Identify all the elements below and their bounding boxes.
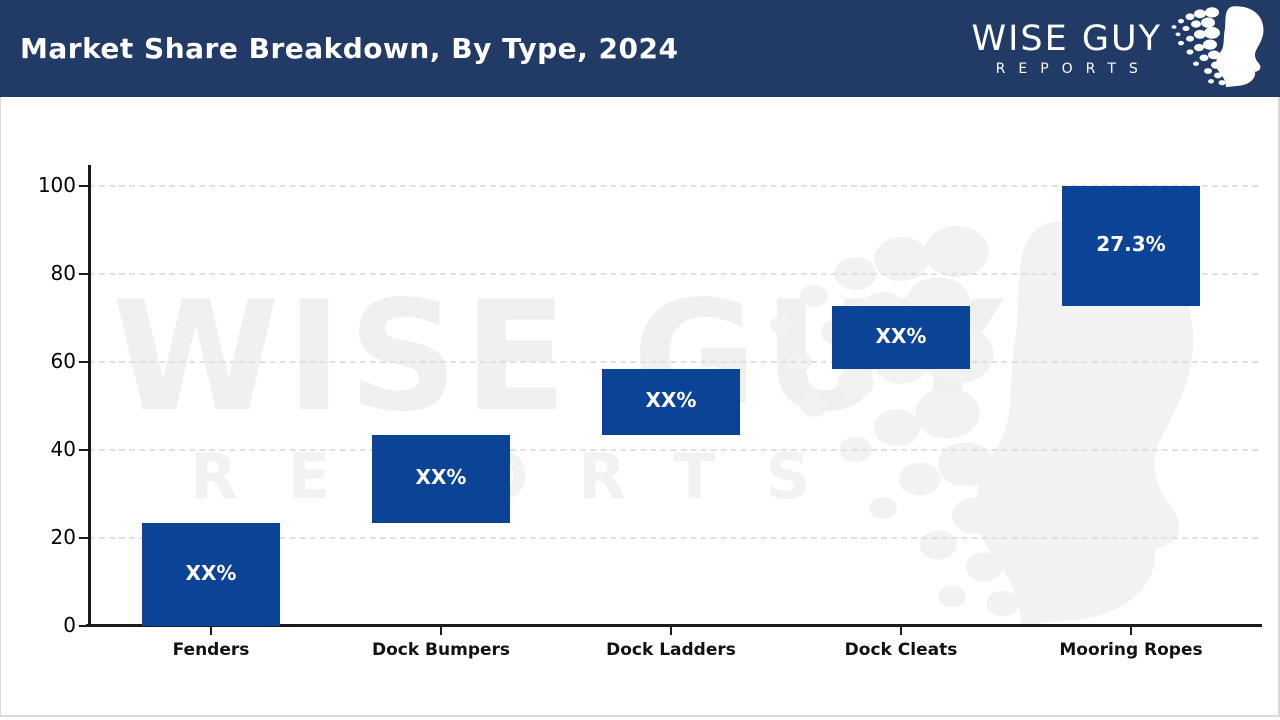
bar-value-dock-bumpers: XX%	[415, 465, 467, 490]
x-axis-line	[86, 624, 1262, 627]
y-tick-label-20: 20	[50, 525, 76, 549]
x-tick-dock-cleats	[900, 627, 902, 635]
y-tick-100	[79, 185, 89, 187]
y-tick-label-60: 60	[50, 349, 76, 373]
page-title: Market Share Breakdown, By Type, 2024	[20, 32, 679, 65]
right-border	[1278, 97, 1280, 717]
logo-subtitle: REPORTS	[995, 60, 1151, 77]
gridline-100	[89, 185, 1258, 187]
bar-fenders	[142, 523, 280, 626]
bar-value-dock-cleats: XX%	[875, 323, 927, 348]
x-label-mooring-ropes: Mooring Ropes	[1059, 640, 1203, 660]
bar-value-mooring-ropes: 27.3%	[1096, 232, 1166, 257]
y-tick-label-100: 100	[37, 173, 76, 197]
y-tick-label-80: 80	[50, 261, 76, 285]
bar-mooring-ropes	[1062, 186, 1200, 307]
gridline-80	[89, 273, 1258, 275]
gridline-60	[89, 361, 1258, 363]
x-label-dock-bumpers: Dock Bumpers	[371, 640, 511, 660]
y-tick-40	[79, 449, 89, 451]
y-tick-20	[79, 537, 89, 539]
x-label-dock-ladders: Dock Ladders	[606, 640, 736, 660]
y-axis-line	[88, 165, 91, 627]
x-label-dock-cleats: Dock Cleats	[844, 640, 958, 660]
x-tick-mooring-ropes	[1130, 627, 1132, 635]
bar-dock-cleats	[832, 306, 970, 370]
gridline-20	[89, 537, 1258, 539]
bottom-border	[0, 715, 1280, 717]
bar-value-fenders: XX%	[185, 560, 237, 585]
logo-text: WISE GUY REPORTS	[971, 18, 1162, 77]
x-label-fenders: Fenders	[172, 640, 250, 660]
x-tick-fenders	[210, 627, 212, 635]
bar-dock-bumpers	[372, 435, 510, 524]
bar-dock-ladders	[602, 369, 740, 436]
x-tick-dock-bumpers	[440, 627, 442, 635]
logo-wordmark: WISE GUY	[971, 18, 1162, 59]
bar-value-dock-ladders: XX%	[645, 388, 697, 413]
y-tick-label-0: 0	[63, 613, 76, 637]
header-bar: Market Share Breakdown, By Type, 2024 WI…	[0, 0, 1280, 97]
gridline-40	[89, 449, 1258, 451]
y-tick-80	[79, 273, 89, 275]
left-border	[0, 97, 1, 717]
y-tick-label-40: 40	[50, 437, 76, 461]
x-tick-dock-ladders	[670, 627, 672, 635]
y-tick-0	[79, 625, 89, 627]
wise-guy-reports-logo: WISE GUY REPORTS	[971, 5, 1266, 93]
head-silhouette-icon	[1171, 5, 1264, 87]
y-tick-60	[79, 361, 89, 363]
